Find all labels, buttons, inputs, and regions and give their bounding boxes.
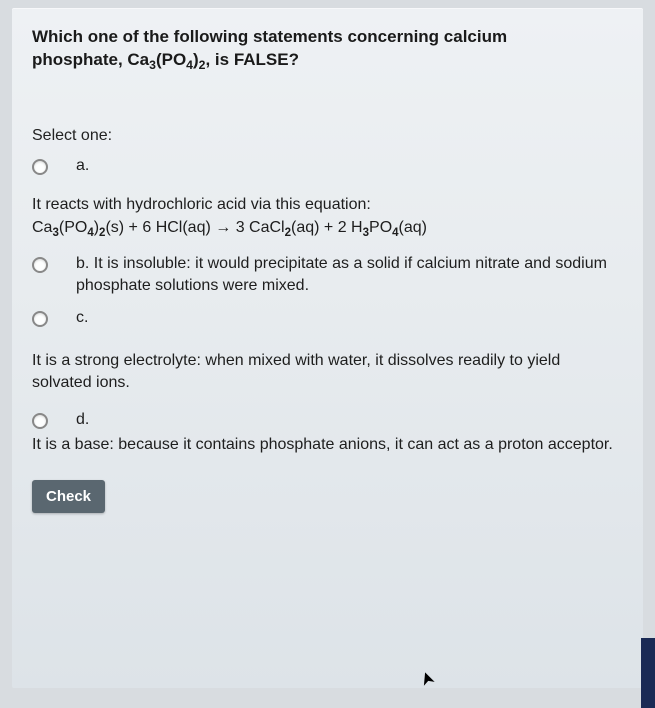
eq-ca: Ca (32, 219, 52, 236)
option-b-text: b. It is insoluble: it would precipitate… (76, 253, 613, 297)
eq-s3: 3 (52, 227, 58, 239)
eq-s4b: 4 (392, 227, 398, 239)
option-a[interactable]: a. (32, 155, 623, 177)
option-a-body: It reacts with hydrochloric acid via thi… (32, 194, 623, 238)
radio-d[interactable] (32, 413, 48, 429)
radio-b[interactable] (32, 257, 48, 273)
option-d[interactable]: d. (32, 409, 623, 431)
q-sub-4: 4 (186, 58, 193, 72)
eq-s2: 2 (99, 227, 105, 239)
eq-po: (PO (59, 219, 87, 236)
q-line2-pre: phosphate, Ca (32, 50, 149, 69)
select-one-label: Select one: (32, 127, 623, 145)
eq-mid1: (s) + 6 HCl(aq) → 3 CaCl (105, 219, 284, 236)
eq-s4: 4 (87, 227, 93, 239)
option-c[interactable]: c. (32, 307, 623, 329)
option-d-body: It is a base: because it contains phosph… (32, 434, 623, 456)
eq-end: (aq) (399, 219, 427, 236)
q-after: , is FALSE? (205, 50, 299, 69)
eq-mid3: PO (369, 219, 392, 236)
opt-a-line1: It reacts with hydrochloric acid via thi… (32, 196, 371, 213)
q-sub-3: 3 (149, 58, 156, 72)
quiz-panel: Which one of the following statements co… (12, 8, 643, 688)
right-edge-strip (641, 638, 655, 708)
eq-s3b: 3 (363, 227, 369, 239)
q-po: (PO (156, 50, 186, 69)
question-text: Which one of the following statements co… (32, 26, 623, 72)
radio-c[interactable] (32, 311, 48, 327)
option-c-letter: c. (76, 307, 88, 329)
option-d-letter: d. (76, 409, 89, 431)
check-button[interactable]: Check (32, 480, 105, 513)
q-sub-2: 2 (199, 58, 206, 72)
option-a-letter: a. (76, 155, 89, 177)
eq-mid2: (aq) + 2 H (291, 219, 363, 236)
q-line1: Which one of the following statements co… (32, 27, 507, 46)
option-b[interactable]: b. It is insoluble: it would precipitate… (32, 253, 623, 297)
radio-a[interactable] (32, 159, 48, 175)
q-paren: ) (193, 50, 199, 69)
option-c-body: It is a strong electrolyte: when mixed w… (32, 350, 623, 394)
eq-s2b: 2 (285, 227, 291, 239)
